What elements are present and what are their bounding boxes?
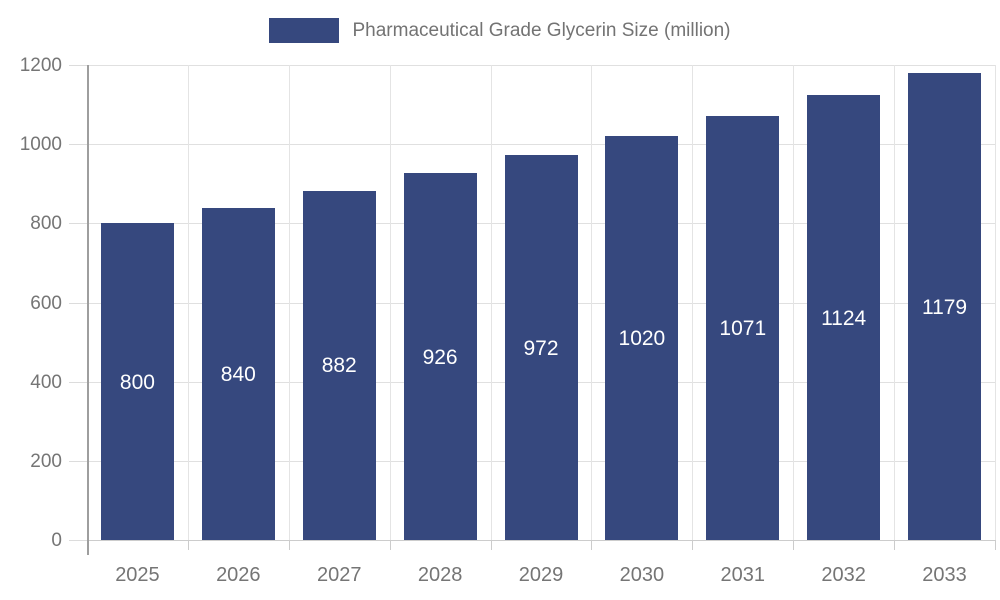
y-axis-label-600: 600 (30, 292, 62, 314)
y-axis-tick-1200 (69, 65, 87, 66)
bar-2025[interactable] (100, 223, 174, 540)
bar-value-label-2025: 800 (119, 370, 155, 394)
gridline-x-boundary-8 (894, 65, 896, 540)
bar-value-label-2029: 972 (523, 336, 559, 360)
x-axis-tick-8 (894, 540, 896, 550)
x-axis-label-2027: 2027 (316, 564, 362, 586)
gridline-y-1200 (87, 65, 995, 66)
legend-item[interactable]: Pharmaceutical Grade Glycerin Size (mill… (269, 18, 731, 43)
bar-value-label-2031: 1071 (719, 317, 767, 341)
gridline-x-boundary-6 (692, 65, 694, 540)
plot-area: 800 840 882 926 972 1020 1071 1124 1179 (87, 65, 996, 541)
gridline-x-boundary-1 (187, 65, 189, 540)
y-axis-line (87, 65, 89, 555)
gridline-x-boundary-5 (591, 65, 593, 540)
gridline-x-boundary-7 (793, 65, 795, 540)
bar-value-label-2026: 840 (220, 362, 256, 386)
x-axis-tick-3 (389, 540, 391, 550)
gridline-x-boundary-4 (490, 65, 492, 540)
x-axis-label-2025: 2025 (115, 564, 160, 586)
x-axis-label-2030: 2030 (619, 564, 665, 586)
x-axis-tick-4 (490, 540, 492, 550)
legend-swatch-icon (269, 18, 340, 43)
bar-2029[interactable] (504, 155, 578, 540)
y-axis-tick-0 (69, 540, 87, 541)
bar-value-label-2030: 1020 (618, 327, 666, 351)
x-axis-tick-6 (692, 540, 694, 550)
x-axis-tick-2 (288, 540, 290, 550)
y-axis-tick-800 (69, 223, 87, 225)
x-axis-tick-5 (591, 540, 593, 550)
x-axis-label-2032: 2032 (821, 564, 866, 586)
x-axis-tick-7 (793, 540, 795, 550)
bar-2026[interactable] (201, 207, 275, 540)
legend-label: Pharmaceutical Grade Glycerin Size (mill… (352, 19, 731, 41)
bar-2030[interactable] (605, 136, 679, 540)
y-axis-label-1200: 1200 (19, 55, 62, 76)
bar-value-label-2028: 926 (422, 345, 458, 369)
gridline-y-1000 (87, 144, 995, 146)
bar-2028[interactable] (403, 173, 477, 540)
x-axis-tick-9 (995, 540, 996, 550)
gridline-y-0 (87, 540, 995, 541)
chart-legend: Pharmaceutical Grade Glycerin Size (mill… (0, 18, 1000, 43)
y-axis-label-0: 0 (51, 530, 62, 551)
y-axis-label-200: 200 (30, 450, 62, 472)
bar-value-label-2033: 1179 (921, 295, 968, 319)
x-axis-label-2033: 2033 (922, 564, 967, 586)
gridline-x-boundary-2 (288, 65, 290, 540)
x-axis-label-2031: 2031 (720, 564, 766, 586)
bar-value-label-2032: 1124 (821, 306, 867, 330)
bar-2031[interactable] (706, 116, 780, 540)
bar-2032[interactable] (807, 95, 881, 540)
y-axis-tick-600 (69, 302, 87, 304)
y-axis-label-800: 800 (30, 213, 62, 235)
gridline-x-boundary-9 (995, 65, 996, 540)
x-axis-label-2026: 2026 (216, 564, 261, 586)
y-axis-tick-400 (69, 381, 87, 383)
bar-value-label-2027: 882 (321, 354, 357, 378)
y-axis-tick-1000 (69, 144, 87, 146)
y-axis-tick-200 (69, 460, 87, 462)
y-axis-label-400: 400 (30, 371, 62, 393)
bar-2027[interactable] (302, 190, 376, 540)
gridline-x-boundary-3 (389, 65, 391, 540)
x-axis-tick-1 (187, 540, 189, 550)
x-axis-label-2029: 2029 (518, 564, 564, 586)
bar-2033[interactable] (908, 73, 982, 540)
x-axis-label-2028: 2028 (417, 564, 463, 586)
y-axis-label-1000: 1000 (19, 134, 62, 156)
